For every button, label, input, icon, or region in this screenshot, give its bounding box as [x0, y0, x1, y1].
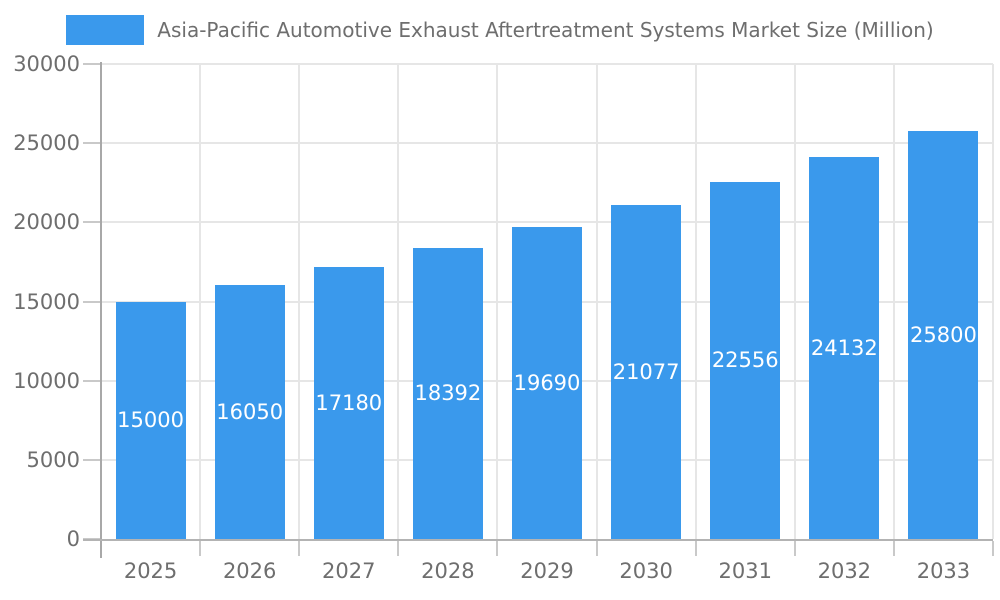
y-tick-label: 15000	[13, 289, 80, 314]
v-gridline	[496, 64, 499, 539]
h-gridline	[101, 142, 993, 145]
y-tick-label: 20000	[13, 210, 80, 235]
bar-value-label: 15000	[117, 408, 184, 433]
y-tick-mark	[83, 221, 101, 224]
y-tick-mark	[83, 300, 101, 303]
bar-2031	[710, 181, 781, 539]
v-gridline	[199, 64, 202, 539]
x-tick-label: 2027	[322, 559, 376, 583]
y-tick-mark	[83, 63, 101, 65]
bar-value-label: 17180	[315, 390, 383, 415]
v-gridline	[397, 64, 400, 539]
bar-value-label: 18392	[414, 381, 482, 406]
x-tick-mark	[892, 541, 895, 556]
x-tick-label: 2031	[718, 559, 772, 583]
x-tick-mark	[397, 541, 400, 556]
y-axis-line	[100, 62, 102, 558]
x-tick-label: 2032	[817, 559, 872, 583]
x-tick-label: 2030	[619, 559, 673, 583]
bar-2025	[115, 301, 186, 539]
x-tick-mark	[793, 541, 796, 556]
x-tick-mark	[694, 541, 697, 556]
x-tick-mark	[298, 541, 301, 556]
bar-value-label: 22556	[711, 348, 779, 373]
chart-legend: Asia-Pacific Automotive Exhaust Aftertre…	[0, 15, 1000, 45]
bar-2030	[611, 205, 682, 539]
chart-title: Asia-Pacific Automotive Exhaust Aftertre…	[157, 18, 934, 42]
v-gridline	[298, 64, 301, 539]
x-tick-label: 2025	[123, 559, 178, 583]
h-gridline	[101, 221, 993, 224]
x-tick-mark	[595, 541, 598, 556]
legend-swatch	[66, 15, 145, 45]
y-tick-label: 0	[66, 527, 80, 551]
bar-value-label: 21077	[612, 360, 680, 385]
y-tick-label: 25000	[13, 131, 80, 156]
bar-value-label: 25800	[910, 322, 977, 347]
bar-value-label: 19690	[513, 371, 581, 396]
y-tick-label: 10000	[13, 368, 80, 393]
y-tick-mark	[83, 458, 101, 461]
v-gridline	[793, 64, 796, 539]
x-tick-mark	[496, 541, 499, 556]
x-tick-label: 2026	[222, 559, 277, 583]
bar-2029	[512, 227, 582, 539]
v-gridline	[992, 64, 994, 539]
bar-2026	[214, 284, 285, 539]
bar-2028	[412, 247, 483, 539]
v-gridline	[892, 64, 895, 539]
x-tick-label: 2029	[520, 559, 574, 583]
y-tick-label: 30000	[13, 52, 80, 76]
bar-2032	[809, 156, 880, 539]
x-tick-mark	[199, 541, 202, 556]
y-tick-mark	[83, 142, 101, 145]
bar-2033	[908, 130, 979, 539]
x-tick-mark	[992, 541, 994, 556]
x-axis-line	[83, 539, 993, 541]
x-tick-label: 2033	[916, 559, 971, 583]
h-gridline	[101, 63, 993, 65]
v-gridline	[694, 64, 697, 539]
bar-2027	[313, 266, 384, 539]
bar-value-label: 24132	[810, 335, 878, 360]
bar-value-label: 16050	[216, 399, 284, 424]
y-tick-label: 5000	[26, 447, 80, 472]
x-tick-label: 2028	[421, 559, 475, 583]
v-gridline	[595, 64, 598, 539]
y-tick-mark	[83, 379, 101, 382]
